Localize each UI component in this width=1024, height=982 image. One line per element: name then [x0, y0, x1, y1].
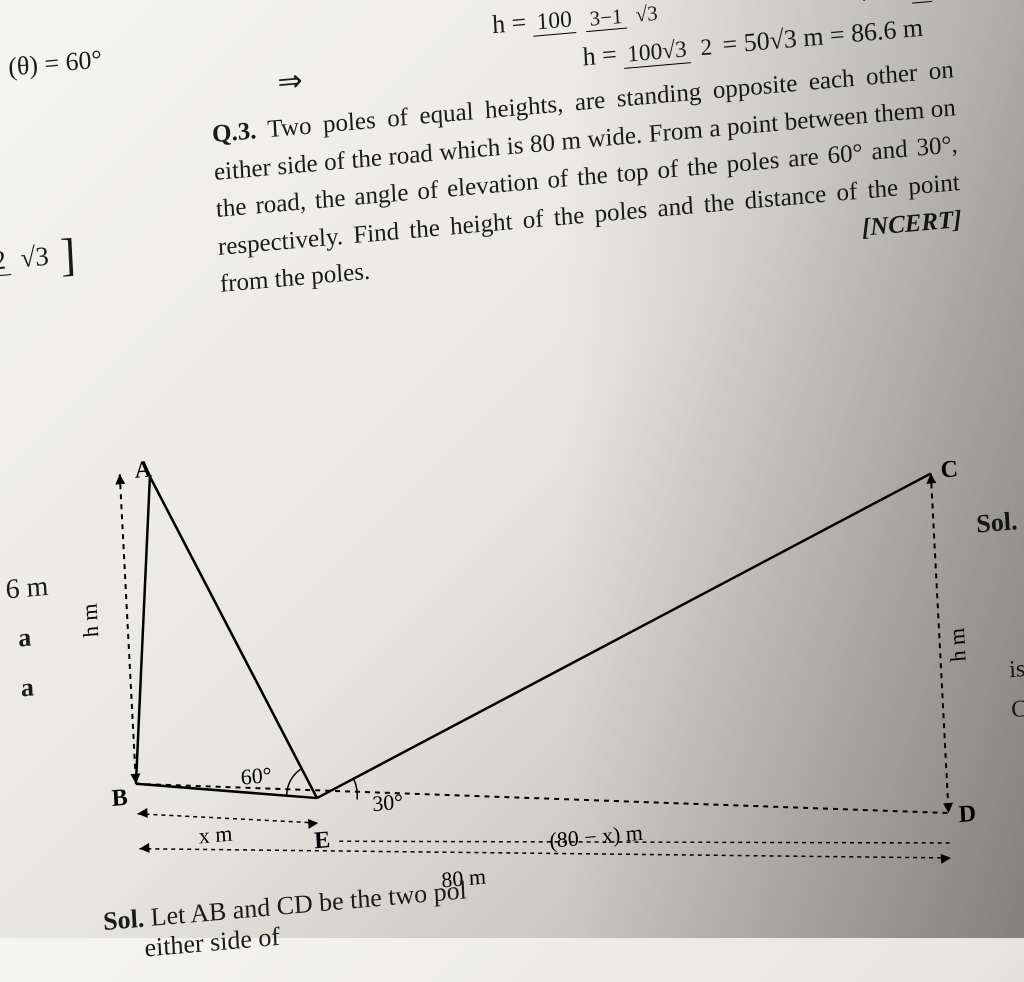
implies-arrow: ⇒ [277, 64, 304, 99]
label-30: 30° [372, 789, 404, 817]
right-is: is [1009, 656, 1024, 684]
label-80-x: (80 − x) m [549, 820, 644, 853]
label-hm-right: h m [944, 627, 971, 663]
h-equals: h = [582, 40, 618, 72]
eq-tail: = 50√3 m = 86.6 m [722, 13, 924, 59]
frac-sqrt3: √3 [631, 1, 662, 28]
left-a-1: a [17, 622, 32, 653]
label-C: C [940, 456, 959, 483]
geometry-diagram: A B h m C D h m x m E 60° 30° (80 − [59, 378, 1011, 938]
theta-equals: (θ) = 60° [8, 44, 103, 82]
label-xm: x m [198, 821, 233, 849]
right-c: C [1011, 696, 1024, 724]
label-hm-left: h m [77, 603, 104, 639]
question-block: Q.3. Two poles of equal heights, are sta… [12, 49, 983, 320]
left-a-2: a [20, 672, 35, 703]
label-60: 60° [240, 762, 272, 790]
label-D: D [958, 801, 977, 828]
label-B: B [111, 785, 128, 812]
question-source: [NCERT] [861, 201, 963, 247]
fraction-100sqrt3-over-2: 100√3 2 [623, 35, 717, 69]
question-label: Q.3. [211, 117, 257, 148]
frac-100: 100 [532, 6, 576, 37]
frac-3minus1: 3−1 [585, 4, 627, 33]
left-fraction: 2 √3 ] [0, 227, 77, 288]
left-6m: 6 m [5, 571, 49, 607]
